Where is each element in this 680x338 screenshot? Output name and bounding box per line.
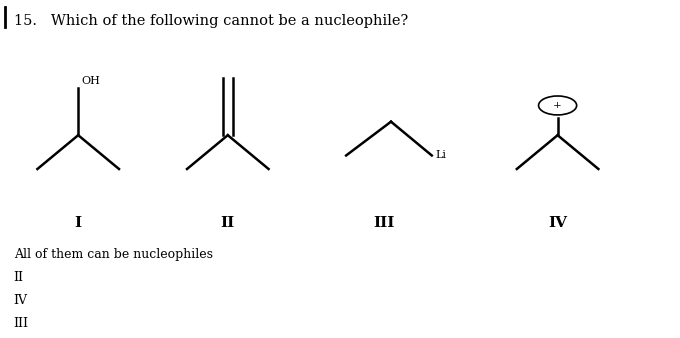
- Text: All of them can be nucleophiles: All of them can be nucleophiles: [14, 248, 213, 261]
- Text: II: II: [14, 271, 24, 284]
- Text: II: II: [221, 216, 235, 230]
- Text: Li: Li: [435, 150, 446, 161]
- Text: IV: IV: [548, 216, 567, 230]
- Text: I: I: [75, 216, 82, 230]
- Text: III: III: [373, 216, 395, 230]
- Text: IV: IV: [14, 294, 28, 307]
- Text: 15.   Which of the following cannot be a nucleophile?: 15. Which of the following cannot be a n…: [14, 14, 408, 27]
- Text: III: III: [14, 317, 29, 330]
- Text: OH: OH: [82, 76, 101, 86]
- Text: +: +: [554, 101, 562, 110]
